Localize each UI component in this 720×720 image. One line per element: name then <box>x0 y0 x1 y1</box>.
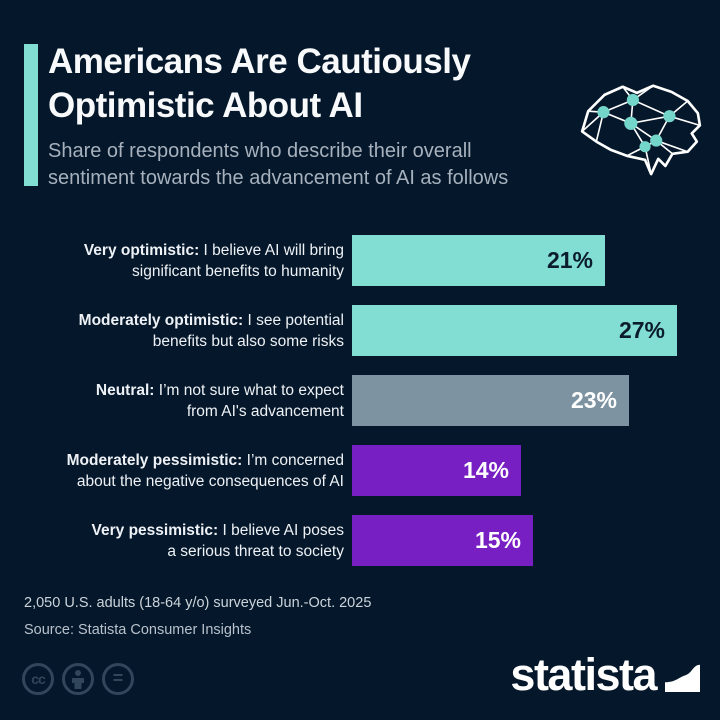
title-accent-bar <box>24 44 38 186</box>
chart-row-very-pessimistic: Very pessimistic: I believe AI poses a se… <box>24 515 696 566</box>
bar-label: Neutral: I’m not sure what to expect from… <box>95 381 344 420</box>
bar-value-label: 27% <box>618 317 665 343</box>
bar-value-label: 21% <box>546 247 593 273</box>
statista-logo[interactable]: statista <box>510 652 700 697</box>
statista-wordmark: statista <box>510 649 657 700</box>
bar-very-optimistic: 21% <box>352 235 605 286</box>
survey-note: 2,050 U.S. adults (18-64 y/o) surveyed J… <box>24 595 372 611</box>
source-line: Source: Statista Consumer Insights <box>24 622 252 638</box>
bar-track: 27% <box>352 305 696 356</box>
chart-row-neutral: Neutral: I’m not sure what to expect from… <box>24 375 696 426</box>
chart-row-moderately-pessimistic: Moderately pessimistic: I’m concerned abo… <box>24 445 696 496</box>
bar-track: 15% <box>352 515 696 566</box>
bar-value-label: 14% <box>462 457 509 483</box>
bar-chart: Very optimistic: I believe AI will bring… <box>24 235 696 585</box>
chart-subtitle: Share of respondents who describe their … <box>48 140 509 189</box>
bar-moderately-pessimistic: 14% <box>352 445 521 496</box>
brain-network-icon <box>580 84 702 176</box>
statista-swoosh-mark <box>665 664 700 692</box>
bar-moderately-optimistic: 27% <box>352 305 677 356</box>
chart-row-very-optimistic: Very optimistic: I believe AI will bring… <box>24 235 696 286</box>
no-derivatives-icon[interactable]: = <box>102 663 134 695</box>
bar-value-label: 15% <box>474 527 521 553</box>
bar-label: Very pessimistic: I believe AI poses a se… <box>91 521 344 560</box>
bar-track: 23% <box>352 375 696 426</box>
bar-value-label: 23% <box>570 387 617 413</box>
cc-license-icon[interactable]: cc <box>22 663 54 695</box>
chart-row-moderately-optimistic: Moderately optimistic: I see potential be… <box>24 305 696 356</box>
bar-very-pessimistic: 15% <box>352 515 533 566</box>
bar-label: Very optimistic: I believe AI will bring… <box>83 241 344 280</box>
bar-track: 21% <box>352 235 696 286</box>
bar-label: Moderately pessimistic: I’m concerned abo… <box>66 451 344 490</box>
bar-track: 14% <box>352 445 696 496</box>
bar-label: Moderately optimistic: I see potential be… <box>78 311 344 350</box>
cc-license-badges: cc = <box>22 663 134 695</box>
page-title: Americans Are Cautiously Optimistic Abou… <box>48 42 471 125</box>
bar-neutral: 23% <box>352 375 629 426</box>
attribution-person-icon[interactable] <box>62 663 94 695</box>
